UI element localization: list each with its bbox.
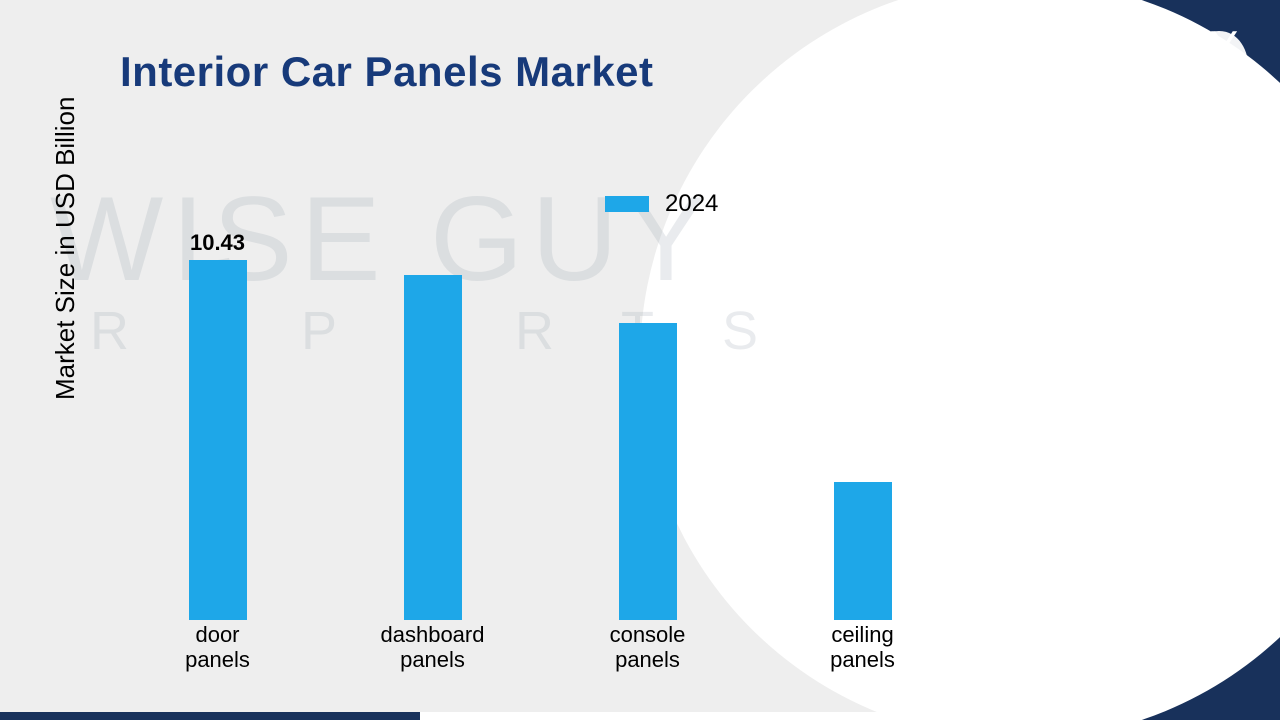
bar: 10.43 (189, 260, 247, 620)
bar-slot: 10.43 (110, 240, 325, 620)
footer-accent-bar (0, 712, 420, 720)
legend-label: 2024 (665, 190, 718, 218)
x-axis: doorpanelsdashboardpanelsconsolepanelsce… (110, 622, 970, 673)
chart-title: Interior Car Panels Market (120, 48, 654, 96)
x-category-label: ceilingpanels (755, 622, 970, 673)
y-axis-label: Market Size in USD Billion (50, 97, 81, 400)
brand-name: WISE GUY (1014, 22, 1240, 70)
bar (404, 275, 462, 620)
x-category-label: consolepanels (540, 622, 755, 673)
bar-slot (540, 240, 755, 620)
bar-value-label: 10.43 (190, 230, 245, 256)
stage: WISE GUY REPORTS Interior Car Panels Mar… (0, 0, 1280, 720)
bar-slot (755, 240, 970, 620)
bars-container: 10.43 (110, 240, 970, 620)
bar (619, 323, 677, 620)
x-category-label: doorpanels (110, 622, 325, 673)
legend-swatch (605, 196, 649, 212)
chart-area: 10.43 (110, 240, 970, 620)
brand-logo: WISE GUY REPORTS (1014, 22, 1240, 84)
bar-slot (325, 240, 540, 620)
x-category-label: dashboardpanels (325, 622, 540, 673)
bar (834, 482, 892, 620)
legend: 2024 (605, 190, 718, 218)
